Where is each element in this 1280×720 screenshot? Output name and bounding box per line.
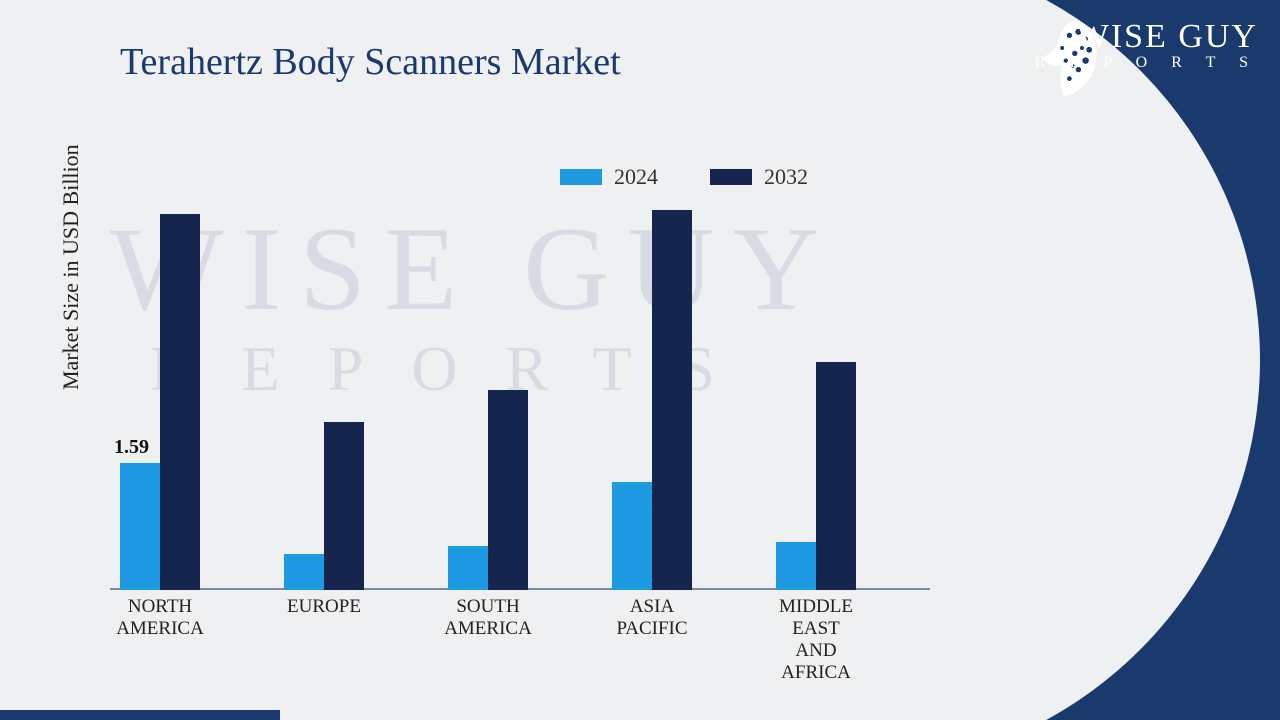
legend-swatch-2024 (560, 169, 602, 185)
category-label: NORTHAMERICA (90, 596, 230, 640)
right-brand-panel (960, 0, 1280, 720)
bar-2032 (488, 390, 528, 590)
bar-2024 (284, 554, 324, 590)
bar-2032 (816, 362, 856, 590)
category-label: SOUTHAMERICA (418, 596, 558, 640)
plot-area: 1.59 (110, 190, 930, 590)
bar-2024 (120, 463, 160, 590)
brand-line-2: R E P O R T S (1035, 54, 1258, 72)
legend-item-2024: 2024 (560, 164, 658, 190)
legend-label-2024: 2024 (614, 164, 658, 190)
category-label: EUROPE (254, 596, 394, 618)
bar-2032 (324, 422, 364, 590)
bar-2032 (652, 210, 692, 590)
category-label: MIDDLEEASTANDAFRICA (746, 596, 886, 683)
legend-label-2032: 2032 (764, 164, 808, 190)
bar-2032 (160, 214, 200, 590)
bar-value-label: 1.59 (114, 436, 149, 459)
bar-2024 (612, 482, 652, 590)
brand-line-1: WISE GUY (1035, 18, 1258, 56)
chart-canvas: WISE GUY R E P O R T S WISE GUY REPORTS … (0, 0, 1280, 720)
chart-title: Terahertz Body Scanners Market (120, 40, 621, 84)
legend: 2024 2032 (560, 164, 808, 190)
footer-accent-bar (0, 710, 280, 720)
brand-logo-text: WISE GUY R E P O R T S (1035, 18, 1258, 72)
bar-2024 (448, 546, 488, 590)
legend-item-2032: 2032 (710, 164, 808, 190)
legend-swatch-2032 (710, 169, 752, 185)
category-label: ASIAPACIFIC (582, 596, 722, 640)
bar-2024 (776, 542, 816, 590)
category-labels-row: NORTHAMERICAEUROPESOUTHAMERICAASIAPACIFI… (110, 590, 930, 710)
y-axis-label: Market Size in USD Billion (58, 144, 84, 390)
